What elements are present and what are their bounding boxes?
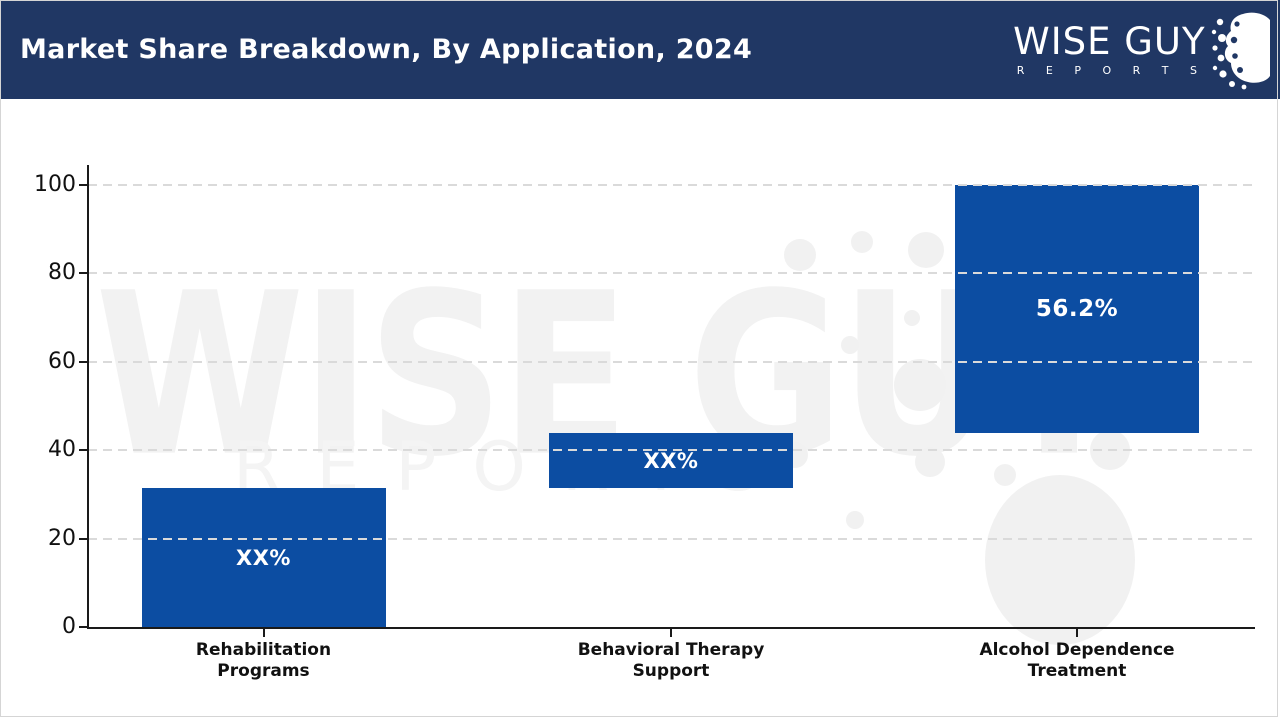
y-tick-label: 100 [34, 172, 76, 197]
y-tick-mark [79, 449, 87, 452]
logo-wiseguy-label: WISE GUY [1013, 19, 1206, 63]
header-bar: Market Share Breakdown, By Application, … [0, 0, 1280, 99]
category-label-line: Rehabilitation [195, 640, 332, 660]
wise-guy-reports-logo: WISE GUY R E P O R T S [1013, 6, 1272, 94]
bar-1: XX% [141, 488, 386, 627]
y-tick-label: 80 [48, 260, 76, 286]
y-tick-label: 20 [48, 525, 76, 551]
category-label: Behavioral Therapy Support [511, 640, 831, 682]
logo-text: WISE GUY R E P O R T S [1013, 19, 1206, 78]
gridline [88, 537, 1255, 540]
gridline [88, 360, 1255, 363]
y-tick-mark [79, 184, 87, 186]
category-label-line: Programs [217, 661, 310, 681]
y-tick-mark [79, 537, 87, 540]
gridline [88, 449, 1255, 452]
y-axis-line [87, 165, 89, 629]
y-tick-mark [79, 360, 87, 363]
category-label: Rehabilitation Programs [104, 640, 424, 682]
bar-3: 56.2% [955, 185, 1199, 434]
logo-reports-label: R E P O R T S [1016, 64, 1206, 78]
gridline [88, 272, 1255, 275]
gridline [88, 184, 1255, 186]
bar-value-label: XX% [236, 545, 291, 570]
x-tick-mark [262, 629, 265, 637]
y-tick-label: 40 [48, 437, 76, 463]
category-label: Alcohol Dependence Treatment [917, 640, 1237, 682]
bar-2: XX% [549, 433, 793, 489]
logo-face-icon [1211, 12, 1270, 90]
category-label-line: Alcohol Dependence [979, 640, 1175, 660]
bar-value-label: 56.2% [1035, 296, 1119, 323]
page-title: Market Share Breakdown, By Application, … [20, 34, 753, 65]
category-label-line: Behavioral Therapy [577, 640, 765, 660]
category-label-line: Treatment [1027, 661, 1127, 681]
bar-value-label: XX% [643, 448, 699, 473]
category-label-line: Support [632, 661, 710, 681]
x-tick-mark [670, 629, 672, 637]
y-tick-mark [79, 272, 87, 275]
y-tick-label: 60 [48, 348, 76, 374]
y-tick-mark [79, 626, 87, 628]
x-tick-mark [1076, 629, 1078, 637]
y-tick-label: 0 [62, 614, 76, 639]
x-axis-line [87, 627, 1255, 629]
